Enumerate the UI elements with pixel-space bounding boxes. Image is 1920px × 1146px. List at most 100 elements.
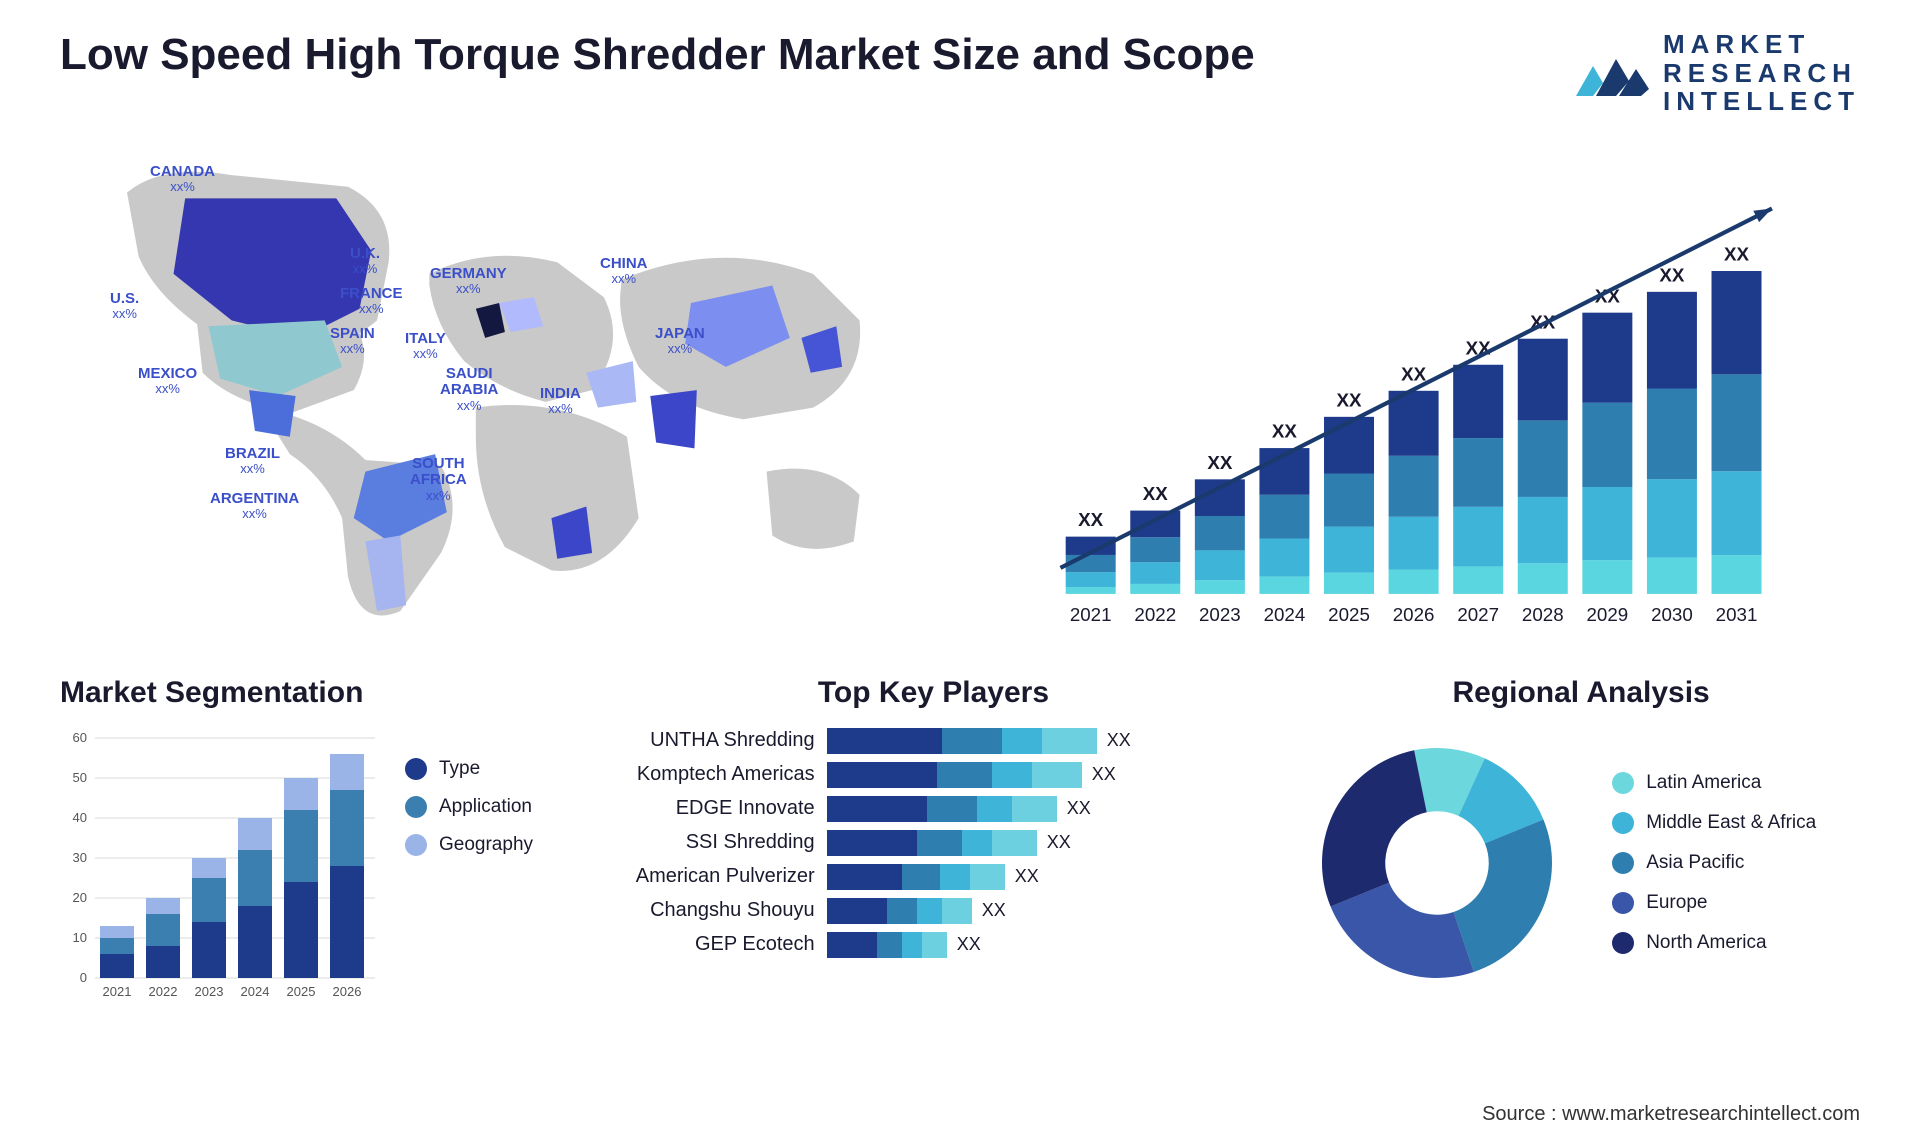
map-label: BRAZILxx% <box>225 446 280 477</box>
regional-title: Regional Analysis <box>1302 676 1860 710</box>
player-row: EDGE Innovate XX <box>615 796 1253 822</box>
svg-text:40: 40 <box>73 810 87 825</box>
svg-text:2022: 2022 <box>1135 604 1177 625</box>
svg-text:2021: 2021 <box>103 984 132 999</box>
player-name: SSI Shredding <box>615 831 815 854</box>
header: Low Speed High Torque Shredder Market Si… <box>0 0 1920 126</box>
svg-text:2023: 2023 <box>195 984 224 999</box>
svg-text:2029: 2029 <box>1587 604 1629 625</box>
legend-item: Middle East & Africa <box>1612 812 1816 834</box>
svg-text:2026: 2026 <box>333 984 362 999</box>
player-value: XX <box>1015 866 1039 887</box>
player-value: XX <box>1107 730 1131 751</box>
svg-text:50: 50 <box>73 770 87 785</box>
player-value: XX <box>1092 764 1116 785</box>
regional-chart: Latin AmericaMiddle East & AfricaAsia Pa… <box>1302 728 1860 998</box>
legend-item: Europe <box>1612 892 1816 914</box>
regional-legend: Latin AmericaMiddle East & AfricaAsia Pa… <box>1612 772 1816 954</box>
map-label: FRANCExx% <box>340 286 403 317</box>
regional-panel: Regional Analysis Latin AmericaMiddle Ea… <box>1302 676 1860 1008</box>
world-map: CANADAxx% U.S.xx% MEXICOxx% BRAZILxx% ARGENT… <box>60 146 961 646</box>
svg-text:2024: 2024 <box>1264 604 1306 625</box>
legend-item: Application <box>405 796 533 818</box>
players-title: Top Key Players <box>615 676 1253 710</box>
logo-text: MARKET RESEARCH INTELLECT <box>1663 30 1860 116</box>
source-text: Source : www.marketresearchintellect.com <box>1482 1103 1860 1126</box>
svg-text:2025: 2025 <box>1329 604 1371 625</box>
segmentation-panel: Market Segmentation 0 10 20 30 40 50 60 2021 202… <box>60 676 565 1008</box>
map-label: MEXICOxx% <box>138 366 197 397</box>
svg-text:XX: XX <box>1660 264 1686 285</box>
player-row: American Pulverizer XX <box>615 864 1253 890</box>
player-value: XX <box>982 900 1006 921</box>
player-value: XX <box>1047 832 1071 853</box>
player-name: Changshu Shouyu <box>615 899 815 922</box>
svg-text:XX: XX <box>1724 243 1750 264</box>
player-bar <box>827 762 1082 788</box>
svg-text:2027: 2027 <box>1458 604 1500 625</box>
map-label: INDIAxx% <box>540 386 581 417</box>
players-list: UNTHA ShreddingXXKomptech AmericasXXEDGE… <box>615 728 1253 958</box>
svg-text:2028: 2028 <box>1522 604 1564 625</box>
svg-text:XX: XX <box>1337 389 1363 410</box>
legend-item: North America <box>1612 932 1816 954</box>
legend-item: Asia Pacific <box>1612 852 1816 874</box>
player-name: American Pulverizer <box>615 865 815 888</box>
player-bar <box>827 728 1097 754</box>
svg-text:2022: 2022 <box>149 984 178 999</box>
page-title: Low Speed High Torque Shredder Market Si… <box>60 30 1255 80</box>
player-row: UNTHA ShreddingXX <box>615 728 1253 754</box>
map-label: CANADAxx% <box>150 164 215 195</box>
svg-text:2031: 2031 <box>1716 604 1758 625</box>
segmentation-svg: 0 10 20 30 40 50 60 2021 2022 2023 2024 2025 2026 <box>60 728 380 1008</box>
bottom-row: Market Segmentation 0 10 20 30 40 50 60 2021 202… <box>0 646 1920 1008</box>
player-bar <box>827 830 1037 856</box>
donut-svg <box>1302 728 1572 998</box>
brand-logo: MARKET RESEARCH INTELLECT <box>1571 30 1860 116</box>
player-row: GEP EcotechXX <box>615 932 1253 958</box>
svg-text:XX: XX <box>1208 452 1234 473</box>
svg-text:2021: 2021 <box>1070 604 1112 625</box>
map-label: JAPANxx% <box>655 326 705 357</box>
logo-icon <box>1571 41 1651 105</box>
svg-text:XX: XX <box>1079 509 1105 530</box>
map-label: CHINAxx% <box>600 256 648 287</box>
player-value: XX <box>957 934 981 955</box>
market-size-chart: XX 2021 XX 2022 XX 2023 XX 2024 XX 2025 XX 2026 XX 20… <box>1001 146 1860 646</box>
map-label: ARGENTINAxx% <box>210 491 299 522</box>
player-bar <box>827 932 947 958</box>
svg-text:2026: 2026 <box>1393 604 1435 625</box>
player-bar <box>827 796 1057 822</box>
svg-text:XX: XX <box>1143 483 1169 504</box>
map-label: U.K.xx% <box>350 246 380 277</box>
svg-text:2023: 2023 <box>1199 604 1241 625</box>
segmentation-chart: 0 10 20 30 40 50 60 2021 2022 2023 2024 2025 2026 Ty… <box>60 728 565 1008</box>
svg-text:60: 60 <box>73 730 87 745</box>
svg-text:30: 30 <box>73 850 87 865</box>
map-label: ITALYxx% <box>405 331 446 362</box>
player-name: EDGE Innovate <box>615 797 815 820</box>
logo-line1: MARKET <box>1663 30 1860 59</box>
top-row: CANADAxx% U.S.xx% MEXICOxx% BRAZILxx% ARGENT… <box>0 126 1920 646</box>
logo-line2: RESEARCH <box>1663 59 1860 88</box>
map-label: SPAINxx% <box>330 326 375 357</box>
map-label: SAUDIARABIAxx% <box>440 366 498 413</box>
svg-text:2025: 2025 <box>287 984 316 999</box>
svg-text:2024: 2024 <box>241 984 270 999</box>
svg-text:XX: XX <box>1402 363 1428 384</box>
logo-line3: INTELLECT <box>1663 87 1860 116</box>
svg-text:10: 10 <box>73 930 87 945</box>
mainchart-svg: XX 2021 XX 2022 XX 2023 XX 2024 XX 2025 XX 2026 XX 20… <box>1001 146 1860 646</box>
legend-item: Type <box>405 758 533 780</box>
legend-item: Geography <box>405 834 533 856</box>
svg-text:20: 20 <box>73 890 87 905</box>
svg-text:0: 0 <box>80 970 87 985</box>
player-bar <box>827 864 1005 890</box>
svg-text:2030: 2030 <box>1652 604 1694 625</box>
map-label: U.S.xx% <box>110 291 139 322</box>
player-name: Komptech Americas <box>615 763 815 786</box>
map-label: SOUTHAFRICAxx% <box>410 456 467 503</box>
player-bar <box>827 898 972 924</box>
segmentation-title: Market Segmentation <box>60 676 565 710</box>
player-value: XX <box>1067 798 1091 819</box>
